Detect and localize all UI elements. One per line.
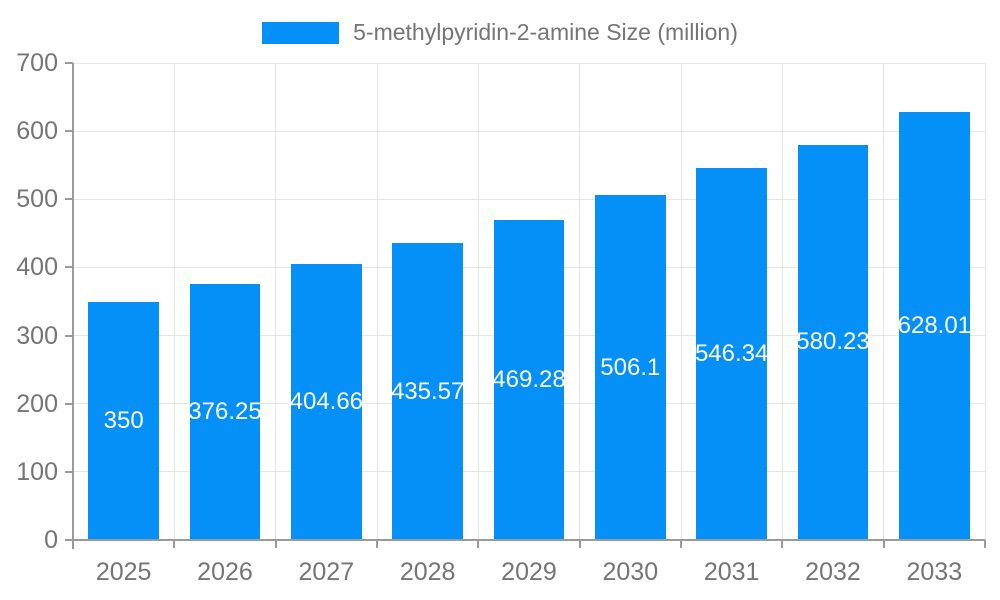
x-axis-line: [65, 539, 985, 541]
h-gridline: [73, 198, 985, 200]
y-tick: [65, 198, 73, 201]
x-tick: [477, 540, 480, 548]
y-tick-label: 700: [16, 49, 58, 77]
y-tick-label: 400: [16, 253, 58, 282]
bar-value-label: 350: [103, 406, 144, 434]
bar: 580.23: [796, 144, 870, 540]
x-tick-label: 2026: [197, 558, 253, 586]
bar-value-label: 376.25: [188, 397, 262, 425]
x-tick-label: 2030: [602, 558, 659, 586]
y-axis-line: [72, 63, 74, 549]
y-tick: [65, 62, 73, 64]
v-gridline: [781, 63, 783, 540]
y-tick-label: 100: [16, 457, 58, 486]
v-gridline: [275, 63, 277, 540]
bar: 404.66: [289, 264, 364, 540]
y-tick: [65, 402, 73, 405]
bar: 350: [88, 301, 160, 540]
x-tick: [173, 540, 176, 548]
bar-value-label: 546.34: [694, 339, 769, 367]
y-tick-label: 500: [16, 185, 58, 214]
x-tick: [578, 540, 581, 548]
plot-area: 0 100 200 300 400 500 600 700 2025 2026 2027 2028 20…: [16, 49, 986, 586]
bar-value-label: 469.28: [492, 366, 566, 394]
x-tick-label: 2029: [501, 558, 557, 586]
h-gridline: [73, 130, 985, 132]
x-tick: [274, 540, 277, 548]
y-tick-label: 0: [44, 526, 58, 554]
bar: 435.57: [390, 243, 465, 540]
x-tick-label: 2032: [805, 558, 861, 586]
y-tick-label: 200: [16, 389, 58, 418]
v-gridline: [376, 63, 378, 540]
v-gridline: [984, 63, 986, 540]
bar: 546.34: [694, 167, 769, 540]
x-tick-label: 2033: [906, 558, 963, 586]
v-gridline: [883, 63, 885, 540]
x-tick: [680, 540, 682, 548]
bar-value-label: 404.66: [289, 388, 364, 416]
bar-value-label: 435.57: [390, 377, 465, 405]
bar: 628.01: [897, 112, 972, 540]
y-tick-label: 600: [16, 117, 58, 146]
bar-value-label: 506.1: [600, 353, 661, 381]
legend[interactable]: 5-methylpyridin-2-amine Size (million): [0, 19, 1000, 46]
bar-value-label: 628.01: [897, 312, 972, 340]
x-tick: [781, 540, 784, 548]
v-gridline: [680, 63, 682, 540]
v-gridline: [579, 63, 581, 540]
bar: 469.28: [492, 220, 566, 540]
v-gridline: [477, 63, 479, 540]
y-tick: [65, 470, 73, 473]
x-tick-label: 2025: [95, 558, 152, 586]
bar: 376.25: [188, 283, 262, 540]
bar: 506.1: [594, 195, 666, 540]
h-gridline: [73, 62, 985, 64]
y-tick: [65, 266, 73, 269]
y-tick-label: 300: [16, 321, 58, 350]
y-tick: [65, 334, 73, 337]
x-tick: [376, 540, 378, 548]
y-tick: [65, 130, 73, 133]
bar-value-label: 580.23: [796, 328, 870, 356]
x-tick-label: 2027: [298, 558, 355, 586]
x-tick-label: 2028: [399, 558, 456, 586]
v-gridline: [173, 63, 175, 540]
x-tick-label: 2031: [703, 558, 760, 586]
legend-label: 5-methylpyridin-2-amine Size (million): [353, 19, 738, 45]
x-tick: [984, 540, 986, 548]
legend-swatch: [262, 21, 340, 44]
x-tick: [882, 540, 885, 548]
